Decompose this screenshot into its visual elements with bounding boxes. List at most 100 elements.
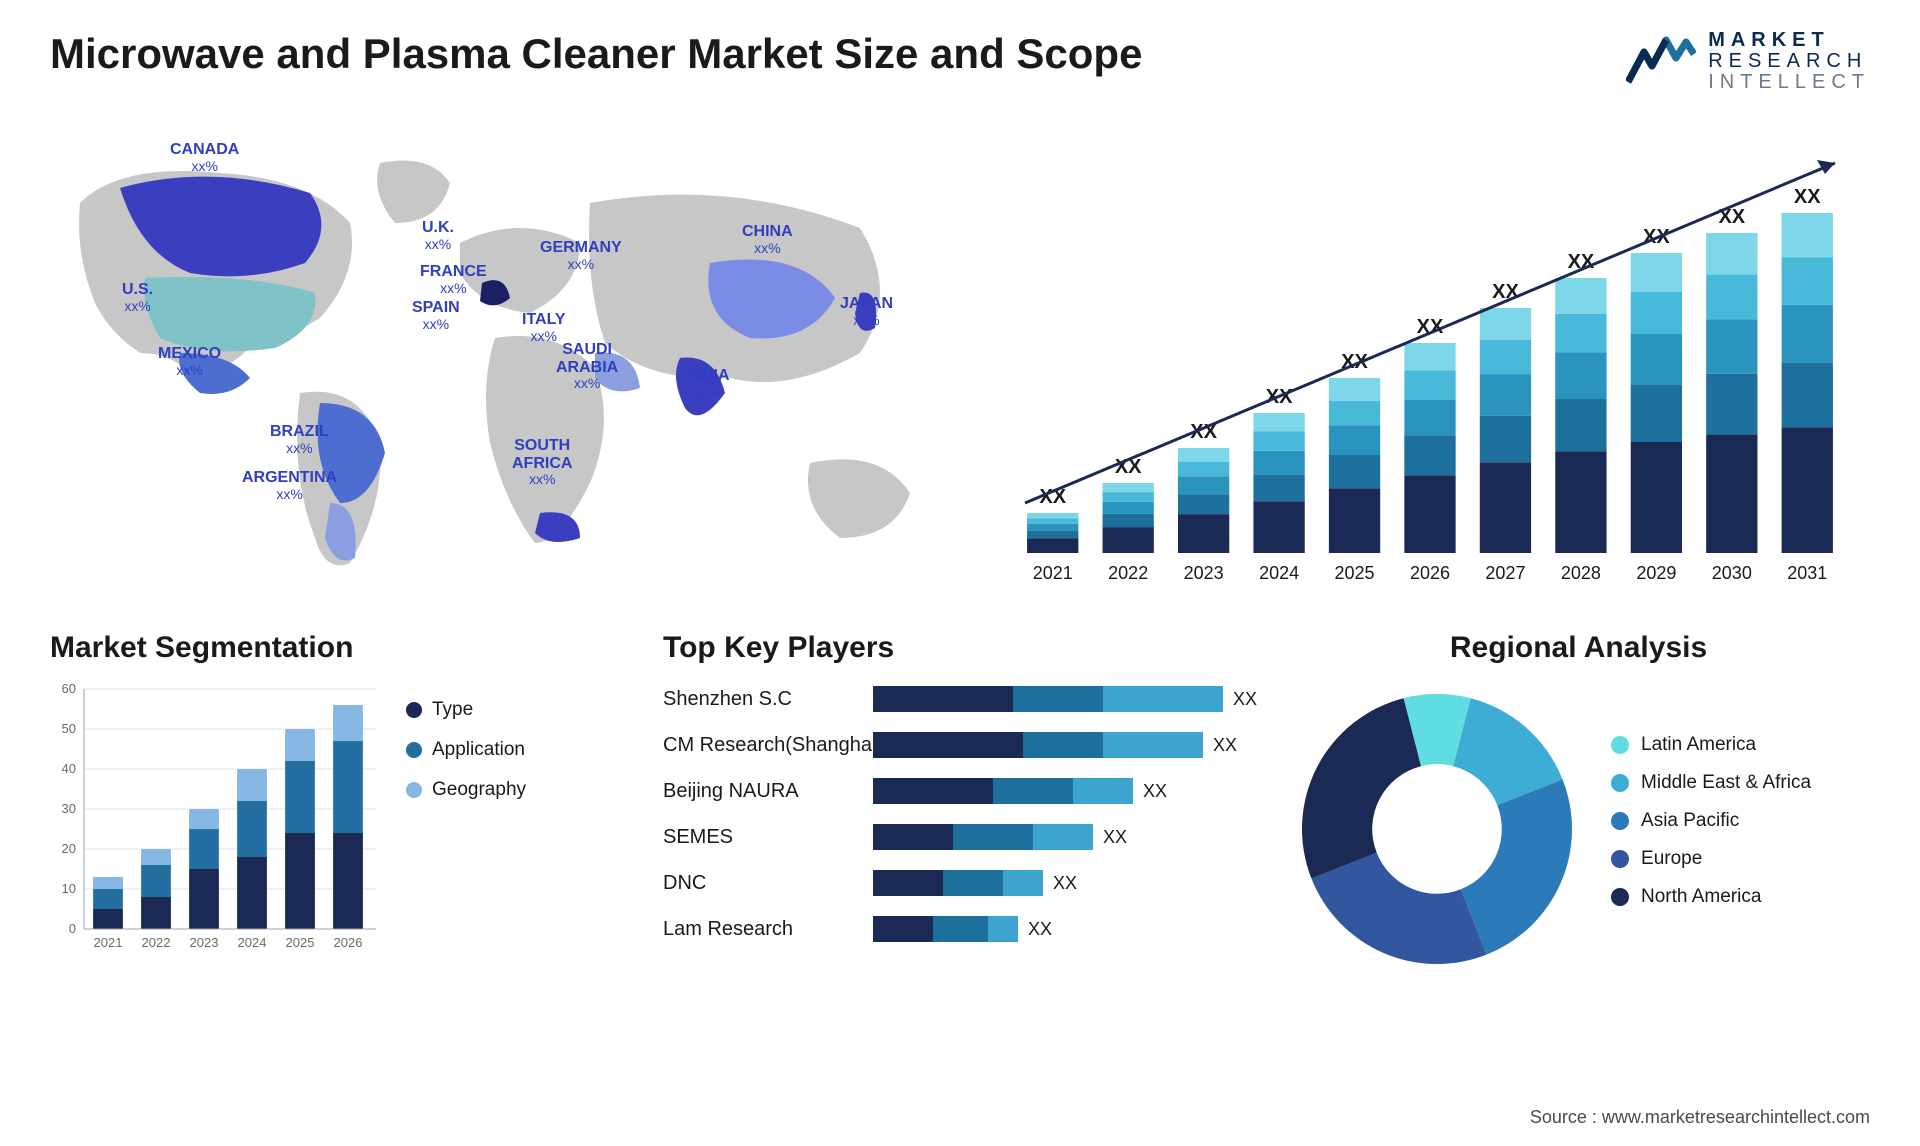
- player-row: SEMESXX: [663, 817, 1257, 857]
- player-bar: [873, 778, 1133, 804]
- segmentation-title: Market Segmentation: [50, 631, 633, 665]
- svg-text:2031: 2031: [1787, 563, 1827, 583]
- player-bar-segment: [873, 824, 953, 850]
- player-bar-segment: [1013, 686, 1103, 712]
- map-label: SOUTHAFRICAxx%: [512, 437, 572, 488]
- legend-label: North America: [1641, 886, 1761, 908]
- regional-legend-item: Asia Pacific: [1611, 810, 1870, 832]
- map-label: FRANCExx%: [420, 263, 487, 296]
- regional-title: Regional Analysis: [1287, 631, 1870, 665]
- player-bar-segment: [1103, 686, 1223, 712]
- player-name: Beijing NAURA: [663, 780, 873, 803]
- legend-label: Middle East & Africa: [1641, 772, 1811, 794]
- regional-panel: Regional Analysis Latin America Middle Ea…: [1287, 631, 1870, 979]
- map-label: SAUDIARABIAxx%: [556, 341, 618, 392]
- legend-dot-icon: [406, 702, 422, 718]
- player-bar: [873, 870, 1043, 896]
- map-label: GERMANYxx%: [540, 239, 622, 272]
- map-label: CANADAxx%: [170, 141, 239, 174]
- player-bar-segment: [953, 824, 1033, 850]
- player-name: DNC: [663, 872, 873, 895]
- player-bar-segment: [1073, 778, 1133, 804]
- map-label: U.K.xx%: [422, 219, 454, 252]
- player-bar-segment: [1033, 824, 1093, 850]
- svg-text:2023: 2023: [1184, 563, 1224, 583]
- legend-dot-icon: [406, 742, 422, 758]
- players-list: Shenzhen S.CXX CM Research(Shanghai) XX Bei…: [663, 679, 1257, 949]
- map-label: ARGENTINAxx%: [242, 469, 337, 502]
- player-row: Beijing NAURAXX: [663, 771, 1257, 811]
- svg-text:2028: 2028: [1561, 563, 1601, 583]
- svg-text:20: 20: [62, 841, 76, 856]
- svg-text:30: 30: [62, 801, 76, 816]
- player-bar-segment: [1103, 732, 1203, 758]
- players-title: Top Key Players: [663, 631, 1257, 665]
- svg-text:2022: 2022: [1108, 563, 1148, 583]
- svg-text:2027: 2027: [1485, 563, 1525, 583]
- player-bar: [873, 916, 1018, 942]
- main-bar-chart: XXXXXXXXXXXXXXXXXXXXXX 20212022202320242…: [980, 123, 1870, 603]
- svg-text:10: 10: [62, 881, 76, 896]
- bar-chart-svg: XXXXXXXXXXXXXXXXXXXXXX 20212022202320242…: [980, 123, 1870, 603]
- svg-text:50: 50: [62, 721, 76, 736]
- player-row: DNC XX: [663, 863, 1257, 903]
- player-bar: [873, 686, 1223, 712]
- legend-dot-icon: [1611, 888, 1629, 906]
- svg-text:XX: XX: [1417, 316, 1444, 338]
- world-map-panel: CANADAxx%U.S.xx%MEXICOxx%BRAZILxx%ARGENT…: [50, 123, 950, 603]
- players-panel: Top Key Players Shenzhen S.CXX CM Researc…: [663, 631, 1257, 979]
- player-row: Shenzhen S.CXX: [663, 679, 1257, 719]
- legend-label: Type: [432, 699, 473, 721]
- segmentation-legend-item: Geography: [406, 779, 633, 801]
- svg-text:XX: XX: [1794, 186, 1821, 208]
- legend-label: Application: [432, 739, 525, 761]
- brand-logo: MARKET RESEARCH INTELLECT: [1626, 30, 1870, 93]
- svg-text:2022: 2022: [142, 935, 171, 950]
- logo-icon: [1626, 32, 1696, 92]
- player-bar-segment: [873, 732, 1023, 758]
- player-value: XX: [1213, 735, 1237, 756]
- legend-label: Asia Pacific: [1641, 810, 1739, 832]
- player-bar-segment: [1003, 870, 1043, 896]
- player-bar: [873, 824, 1093, 850]
- player-name: Lam Research: [663, 918, 873, 941]
- player-value: XX: [1233, 689, 1257, 710]
- player-row: CM Research(Shanghai) XX: [663, 725, 1257, 765]
- regional-donut-chart: [1287, 679, 1587, 979]
- svg-text:2025: 2025: [1335, 563, 1375, 583]
- svg-text:2021: 2021: [1033, 563, 1073, 583]
- player-row: Lam Research XX: [663, 909, 1257, 949]
- map-label: SPAINxx%: [412, 299, 460, 332]
- regional-legend: Latin America Middle East & Africa Asia Pa…: [1611, 734, 1870, 924]
- map-label: JAPANxx%: [840, 295, 893, 328]
- player-bar-segment: [873, 870, 943, 896]
- player-bar: [873, 732, 1203, 758]
- legend-label: Geography: [432, 779, 526, 801]
- map-label: BRAZILxx%: [270, 423, 329, 456]
- player-bar-segment: [1023, 732, 1103, 758]
- legend-label: Europe: [1641, 848, 1702, 870]
- svg-text:2024: 2024: [1259, 563, 1299, 583]
- svg-text:XX: XX: [1039, 486, 1066, 508]
- logo-line1: MARKET: [1708, 30, 1870, 51]
- legend-dot-icon: [1611, 812, 1629, 830]
- player-name: CM Research(Shanghai): [663, 734, 873, 757]
- player-bar-segment: [873, 778, 993, 804]
- svg-text:2024: 2024: [238, 935, 267, 950]
- player-value: XX: [1053, 873, 1077, 894]
- svg-text:0: 0: [69, 921, 76, 936]
- svg-text:2026: 2026: [334, 935, 363, 950]
- source-attribution: Source : www.marketresearchintellect.com: [1530, 1107, 1870, 1128]
- segmentation-chart: 0102030405060202120222023202420252026: [50, 679, 380, 959]
- map-label: CHINAxx%: [742, 223, 793, 256]
- legend-label: Latin America: [1641, 734, 1756, 756]
- svg-text:2025: 2025: [286, 935, 315, 950]
- svg-text:2023: 2023: [190, 935, 219, 950]
- svg-text:2029: 2029: [1636, 563, 1676, 583]
- player-bar-segment: [873, 686, 1013, 712]
- player-value: XX: [1028, 919, 1052, 940]
- svg-text:2026: 2026: [1410, 563, 1450, 583]
- regional-legend-item: Latin America: [1611, 734, 1870, 756]
- player-name: SEMES: [663, 826, 873, 849]
- page-title: Microwave and Plasma Cleaner Market Size…: [50, 30, 1142, 78]
